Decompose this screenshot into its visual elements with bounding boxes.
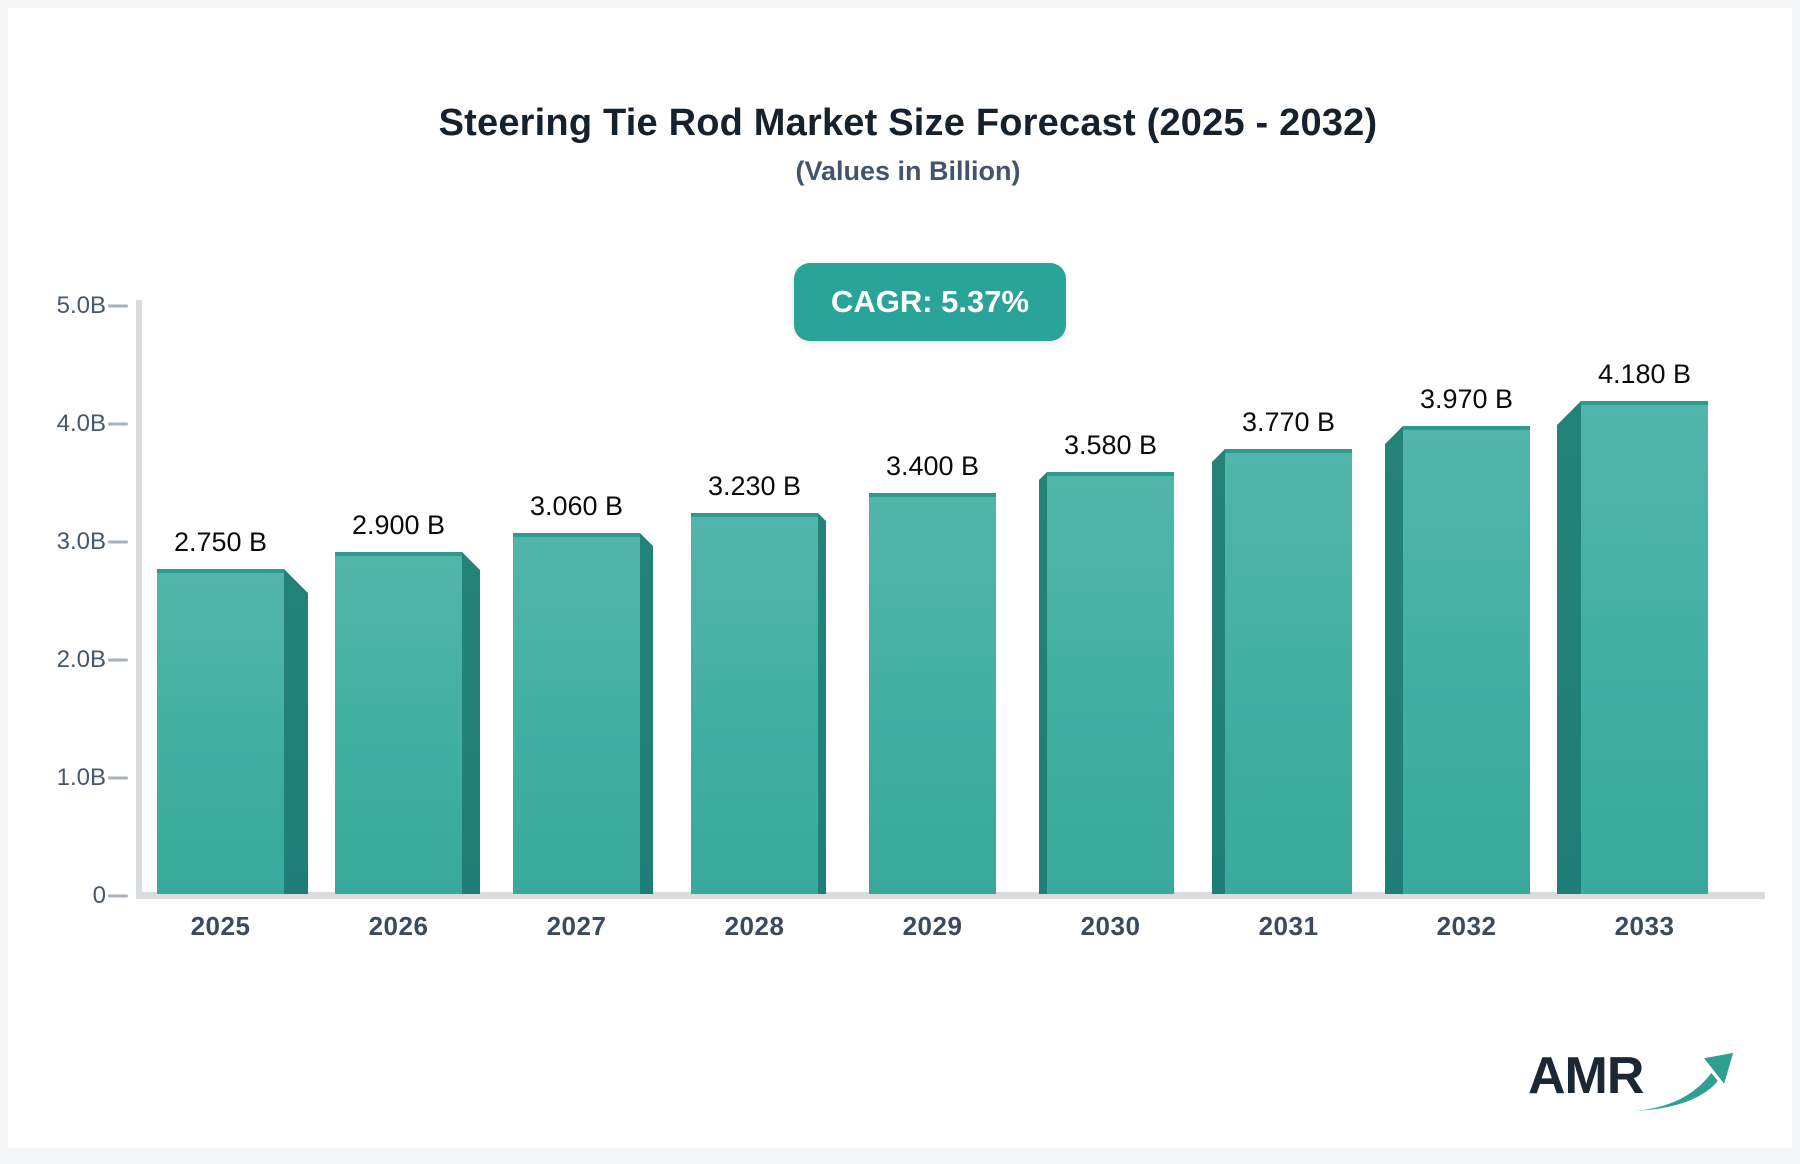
bar-2033 xyxy=(1581,401,1708,894)
x-axis-baseline xyxy=(136,892,1765,899)
bar-3d-side xyxy=(462,552,480,894)
y-axis-tick-mark xyxy=(108,895,128,898)
chart-card: Steering Tie Rod Market Size Forecast (2… xyxy=(8,8,1792,1148)
bar-3d-side xyxy=(284,569,308,894)
bar-value-label: 3.970 B xyxy=(1367,384,1567,415)
bar-2025 xyxy=(157,569,284,894)
x-axis-tick-label: 2031 xyxy=(1189,911,1389,942)
growth-arrow-icon xyxy=(1635,1048,1735,1119)
y-axis-tick-mark xyxy=(108,305,128,308)
bar-3d-side xyxy=(1039,472,1047,894)
x-axis-tick-label: 2029 xyxy=(833,911,1033,942)
bar-2026 xyxy=(335,552,462,894)
y-axis-tick-label: 1.0B xyxy=(16,764,106,792)
bar-3d-side xyxy=(1385,426,1403,894)
bar-value-label: 2.900 B xyxy=(299,510,499,541)
y-axis-tick-label: 3.0B xyxy=(16,528,106,556)
y-axis-tick-label: 0 xyxy=(16,882,106,910)
x-axis-tick-label: 2032 xyxy=(1367,911,1567,942)
bar-value-label: 3.580 B xyxy=(1011,430,1211,461)
cagr-badge: CAGR: 5.37% xyxy=(794,263,1066,341)
x-axis-tick-label: 2025 xyxy=(121,911,321,942)
bar-3d-side xyxy=(818,513,826,894)
y-axis-tick-label: 4.0B xyxy=(16,410,106,438)
y-axis-tick-mark xyxy=(108,659,128,662)
x-axis-tick-label: 2030 xyxy=(1011,911,1211,942)
x-axis-tick-label: 2028 xyxy=(655,911,855,942)
y-axis-tick-mark xyxy=(108,423,128,426)
bar-3d-side xyxy=(1212,449,1225,894)
bar-value-label: 3.230 B xyxy=(655,471,855,502)
cagr-badge-label: CAGR: 5.37% xyxy=(831,284,1029,320)
amr-logo: AMR xyxy=(1528,1046,1748,1126)
y-axis-tick-label: 2.0B xyxy=(16,646,106,674)
bar-2028 xyxy=(691,513,818,894)
bar-2032 xyxy=(1403,426,1530,894)
x-axis-tick-label: 2033 xyxy=(1545,911,1745,942)
y-axis-line xyxy=(136,300,142,896)
bar-2031 xyxy=(1225,449,1352,894)
x-axis-tick-label: 2027 xyxy=(477,911,677,942)
amr-logo-text: AMR xyxy=(1528,1046,1643,1106)
bar-2029 xyxy=(869,493,996,894)
bar-3d-side xyxy=(640,533,653,894)
chart-subtitle: (Values in Billion) xyxy=(8,156,1800,187)
bar-2027 xyxy=(513,533,640,894)
y-axis-tick-mark xyxy=(108,777,128,780)
chart-title: Steering Tie Rod Market Size Forecast (2… xyxy=(8,102,1800,145)
bar-value-label: 2.750 B xyxy=(121,527,321,558)
y-axis-tick-mark xyxy=(108,541,128,544)
x-axis-tick-label: 2026 xyxy=(299,911,499,942)
y-axis-tick-label: 5.0B xyxy=(16,292,106,320)
bar-2030 xyxy=(1047,472,1174,894)
bar-value-label: 3.400 B xyxy=(833,451,1033,482)
bar-value-label: 3.060 B xyxy=(477,491,677,522)
bar-value-label: 3.770 B xyxy=(1189,407,1389,438)
bar-value-label: 4.180 B xyxy=(1545,359,1745,390)
bar-3d-side xyxy=(1557,401,1581,894)
